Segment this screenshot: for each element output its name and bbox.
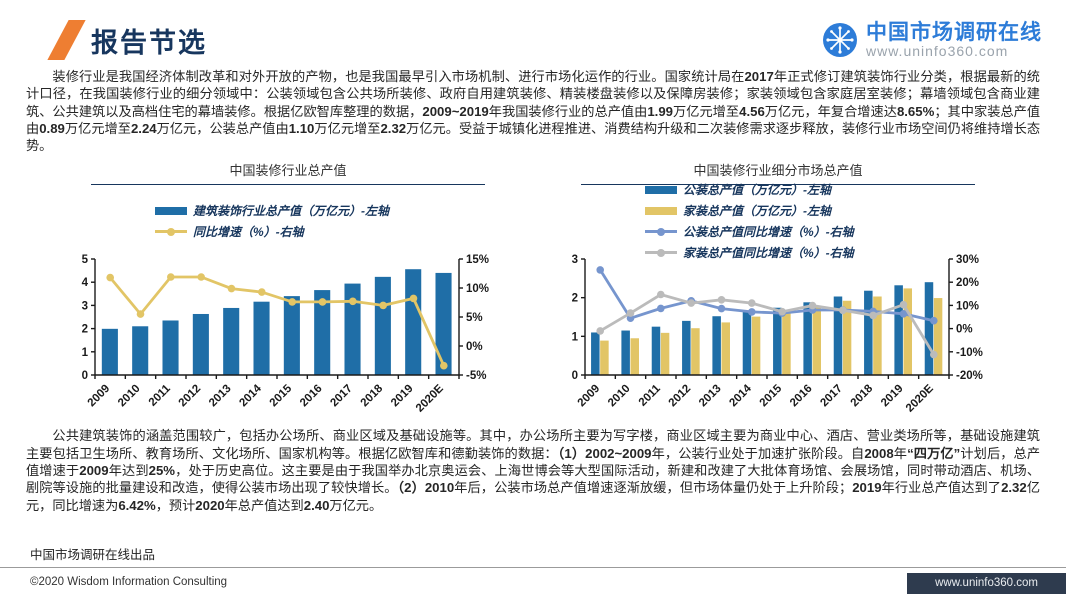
charts-section: 中国装修行业总产值 建筑装饰行业总产值（万亿元）-左轴 同比增速（%）-右轴 0 1… [0,154,1066,425]
chart-segment-output: 中国装修行业细分市场总产值 公装总产值（万亿元）-左轴 家装总产值（万亿元）-左轴… [559,160,997,425]
svg-text:2009: 2009 [86,383,113,410]
legend-item: 建筑装饰行业总产值（万亿元）-左轴 [155,202,507,219]
chart-legend: 公装总产值（万亿元）-左轴 家装总产值（万亿元）-左轴公装总产值同比增速（%）-右… [559,183,997,260]
slash-icon [47,20,86,60]
svg-text:4: 4 [82,278,89,290]
svg-text:2015: 2015 [268,383,295,410]
producer-line: 中国市场调研在线出品 [30,548,156,562]
legend-item: 公装总产值（万亿元）-左轴 [645,181,997,198]
brand-logo: 中国市场调研在线 www.uninfo360.com [822,21,1042,60]
svg-text:2018: 2018 [359,383,386,410]
legend-bar-swatch [645,185,677,195]
svg-text:30%: 30% [956,254,979,266]
legend-item: 家装总产值（万亿元）-左轴 [645,202,997,219]
svg-text:15%: 15% [466,254,489,266]
svg-text:2013: 2013 [207,383,234,410]
legend-bar-swatch [155,206,187,216]
svg-text:-10%: -10% [956,347,983,359]
page-footer: 中国市场调研在线出品 ©2020 Wisdom Information Cons… [0,544,1066,600]
page-title: 报告节选 [91,27,207,58]
title-group: 报告节选 [47,20,207,60]
legend-line-swatch [645,248,677,258]
analysis-paragraph: 公共建筑装饰的涵盖范围较广，包括办公场所、商业区域及基础设施等。其中，办公场所主… [26,428,1041,513]
legend-item: 家装总产值同比增速（%）-右轴 [645,244,997,261]
svg-text:5: 5 [82,254,89,266]
legend-label: 同比增速（%）-右轴 [193,225,304,240]
copyright-text: ©2020 Wisdom Information Consulting [30,576,228,588]
svg-text:2011: 2011 [637,383,664,410]
svg-text:10%: 10% [466,283,489,295]
svg-text:2: 2 [572,293,578,305]
svg-text:0%: 0% [956,324,973,336]
legend-label: 公装总产值同比增速（%）-右轴 [683,225,854,240]
intro-paragraph: 装修行业是我国经济体制改革和对外开放的产物，也是我国最早引入市场机制、进行市场化… [26,69,1041,154]
chart-legend: 建筑装饰行业总产值（万亿元）-左轴 同比增速（%）-右轴 [69,189,507,253]
svg-text:3: 3 [572,254,578,266]
svg-text:2020E: 2020E [414,383,446,415]
svg-text:2019: 2019 [389,383,416,410]
svg-text:2017: 2017 [818,383,845,410]
legend-item: 同比增速（%）-右轴 [155,223,507,240]
svg-text:10%: 10% [956,301,979,313]
svg-text:2013: 2013 [697,383,724,410]
logo-url: www.uninfo360.com [866,43,1009,60]
snowflake-logo-icon [823,23,857,58]
legend-line-swatch [645,227,677,237]
legend-item: 公装总产值同比增速（%）-右轴 [645,223,997,240]
footer-bottom: ©2020 Wisdom Information Consulting www.… [0,568,1066,600]
svg-text:2014: 2014 [727,383,754,410]
svg-text:2: 2 [82,324,88,336]
svg-text:0: 0 [82,370,88,382]
svg-text:2016: 2016 [298,383,325,410]
svg-text:2015: 2015 [758,383,785,410]
chart-total-output: 中国装修行业总产值 建筑装饰行业总产值（万亿元）-左轴 同比增速（%）-右轴 0 1… [69,160,507,425]
svg-text:2012: 2012 [667,383,694,410]
footer-divider [0,567,1066,568]
legend-label: 建筑装饰行业总产值（万亿元）-左轴 [193,204,389,219]
svg-text:2010: 2010 [606,383,633,410]
svg-text:2017: 2017 [328,383,355,410]
svg-text:2011: 2011 [147,383,174,410]
logo-name: 中国市场调研在线 [866,21,1042,44]
svg-text:2019: 2019 [879,383,906,410]
svg-text:2016: 2016 [788,383,815,410]
svg-text:0: 0 [572,370,578,382]
svg-text:-20%: -20% [956,370,983,382]
svg-text:5%: 5% [466,312,483,324]
svg-text:2018: 2018 [849,383,876,410]
legend-label: 家装总产值同比增速（%）-右轴 [683,246,854,261]
svg-text:2010: 2010 [116,383,143,410]
svg-text:-5%: -5% [466,370,486,382]
svg-text:2020E: 2020E [904,383,936,415]
legend-line-swatch [155,227,187,237]
legend-label: 家装总产值（万亿元）-左轴 [683,204,831,219]
svg-text:1: 1 [572,332,579,344]
svg-text:1: 1 [82,347,89,359]
legend-label: 公装总产值（万亿元）-左轴 [683,183,831,198]
svg-text:2014: 2014 [237,383,264,410]
svg-text:2012: 2012 [177,383,204,410]
svg-text:2009: 2009 [576,383,603,410]
legend-bar-swatch [645,206,677,216]
site-url-badge: www.uninfo360.com [907,573,1066,594]
page-header: 报告节选 中国市场调研在线 [0,0,1066,66]
svg-text:3: 3 [82,301,88,313]
logo-text-block: 中国市场调研在线 www.uninfo360.com [866,21,1042,60]
chart-title: 中国装修行业细分市场总产值 [580,160,976,186]
chart-title: 中国装修行业总产值 [90,160,486,186]
svg-text:20%: 20% [956,278,979,290]
svg-text:0%: 0% [466,341,483,353]
